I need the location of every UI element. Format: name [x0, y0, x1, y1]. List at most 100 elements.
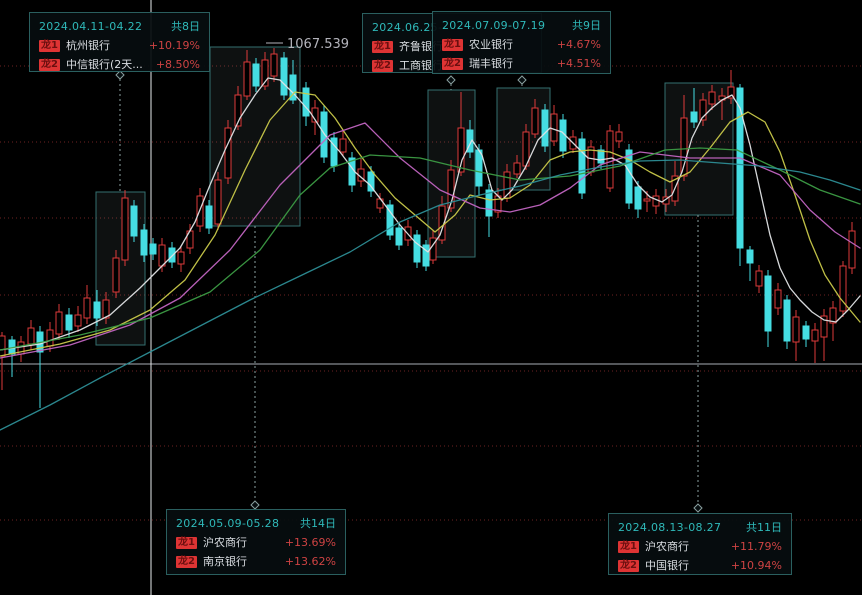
- candle-up: [447, 169, 455, 209]
- candle-up: [513, 162, 521, 175]
- candle-up: [55, 311, 63, 335]
- candle-up: [755, 270, 763, 287]
- candle-up: [27, 327, 35, 345]
- candle-up: [0, 335, 6, 357]
- rank-badge: 龙2: [176, 555, 197, 568]
- stock-name: 齐鲁银行: [398, 41, 443, 52]
- candle-up: [727, 86, 735, 99]
- candle-down: [395, 227, 403, 246]
- candle-down: [634, 186, 642, 210]
- range-date: 2024.07.09-07.19: [442, 19, 546, 32]
- candle-up: [774, 289, 782, 309]
- candle-down: [130, 205, 138, 237]
- range-date: 2024.06.25-: [372, 21, 443, 34]
- candle-down: [168, 247, 176, 263]
- stock-change: +4.51%: [556, 57, 601, 70]
- stock-name: 工商银行: [398, 60, 443, 71]
- candle-up: [121, 197, 129, 261]
- candle-down: [597, 149, 605, 164]
- candle-up: [643, 198, 651, 202]
- candle-up: [158, 244, 166, 267]
- range-date: 2024.08.13-08.27: [618, 521, 722, 534]
- candle-down: [690, 111, 698, 123]
- candle-up: [708, 91, 716, 105]
- stock-change: +11.79%: [730, 540, 782, 553]
- rank-badge: 龙1: [39, 39, 60, 52]
- candle-down: [783, 299, 791, 342]
- diamond-marker: [517, 75, 527, 85]
- range-days: 共9日: [572, 19, 601, 32]
- candle-down: [475, 149, 483, 187]
- candle-down: [746, 249, 754, 264]
- candle-up: [177, 251, 185, 265]
- rank-badge: 龙1: [442, 38, 463, 51]
- diamond-marker: [446, 75, 456, 85]
- candle-up: [74, 314, 82, 327]
- candle-down: [541, 109, 549, 147]
- candle-up: [792, 316, 800, 343]
- stock-change: +13.69%: [284, 536, 336, 549]
- candle-down: [736, 87, 744, 249]
- candle-down: [367, 171, 375, 192]
- candle-up: [261, 59, 269, 87]
- candle-up: [606, 130, 614, 189]
- stock-name: 南京银行: [202, 556, 247, 567]
- candle-up: [550, 113, 558, 142]
- candle-up: [531, 107, 539, 135]
- ma-mid-yellow: [0, 91, 861, 357]
- candle-down: [93, 301, 101, 319]
- annotation-box-may09: 2024.05.09-05.28 共14日 龙1 沪农商行 +13.69% 龙2 南京银…: [166, 509, 346, 575]
- stock-name: 杭州银行: [65, 40, 110, 51]
- candle-down: [625, 149, 633, 204]
- stock-change: +10.94%: [730, 559, 782, 572]
- stock-name: 中信银行(2天...: [65, 59, 143, 70]
- range-days: 共11日: [746, 521, 782, 534]
- stock-change: +4.67%: [556, 38, 601, 51]
- candle-up: [214, 179, 222, 225]
- candle-down: [330, 137, 338, 167]
- diamond-marker: [693, 503, 703, 513]
- rank-badge: 龙2: [372, 59, 393, 72]
- candle-down: [252, 63, 260, 87]
- candle-down: [149, 243, 157, 255]
- ma-fast-white: [0, 77, 861, 351]
- candle-up: [234, 94, 242, 127]
- candle-up: [457, 127, 465, 173]
- candle-up: [811, 329, 819, 342]
- candle-up: [243, 61, 251, 97]
- rank-badge: 龙1: [618, 540, 639, 553]
- rank-badge: 龙2: [39, 58, 60, 71]
- rank-badge: 龙2: [442, 57, 463, 70]
- candle-down: [413, 234, 421, 263]
- peak-price-label: 1067.539: [287, 37, 349, 52]
- range-days: 共8日: [171, 20, 200, 33]
- candle-down: [140, 229, 148, 256]
- range-date: 2024.05.09-05.28: [176, 517, 280, 530]
- annotation-box-jul09: 2024.07.09-07.19 共9日 龙1 农业银行 +4.67% 龙2 瑞丰银行 +…: [432, 11, 611, 74]
- candle-down: [302, 87, 310, 117]
- rank-badge: 龙2: [618, 559, 639, 572]
- candle-down: [578, 138, 586, 194]
- candle-up: [615, 131, 623, 142]
- candle-up: [680, 117, 688, 177]
- candle-up: [112, 257, 120, 293]
- ma-slow-green: [0, 147, 861, 351]
- range-days: 共14日: [300, 517, 336, 530]
- candle-down: [280, 57, 288, 96]
- stock-change: +10.19%: [148, 39, 200, 52]
- candle-up: [102, 299, 110, 319]
- highlight-region: [95, 191, 146, 346]
- diamond-marker: [250, 500, 260, 510]
- annotation-box-apr11: 2024.04.11-04.22 共8日 龙1 杭州银行 +10.19% 龙2 中信银行…: [29, 12, 210, 72]
- stock-name: 瑞丰银行: [468, 58, 513, 69]
- candle-down: [205, 205, 213, 229]
- range-date: 2024.04.11-04.22: [39, 20, 143, 33]
- candle-up: [829, 307, 837, 324]
- stock-change: +8.50%: [155, 58, 200, 71]
- candle-up: [662, 196, 670, 205]
- candle-up: [46, 329, 54, 347]
- candle-down: [764, 275, 772, 332]
- candle-down: [386, 204, 394, 236]
